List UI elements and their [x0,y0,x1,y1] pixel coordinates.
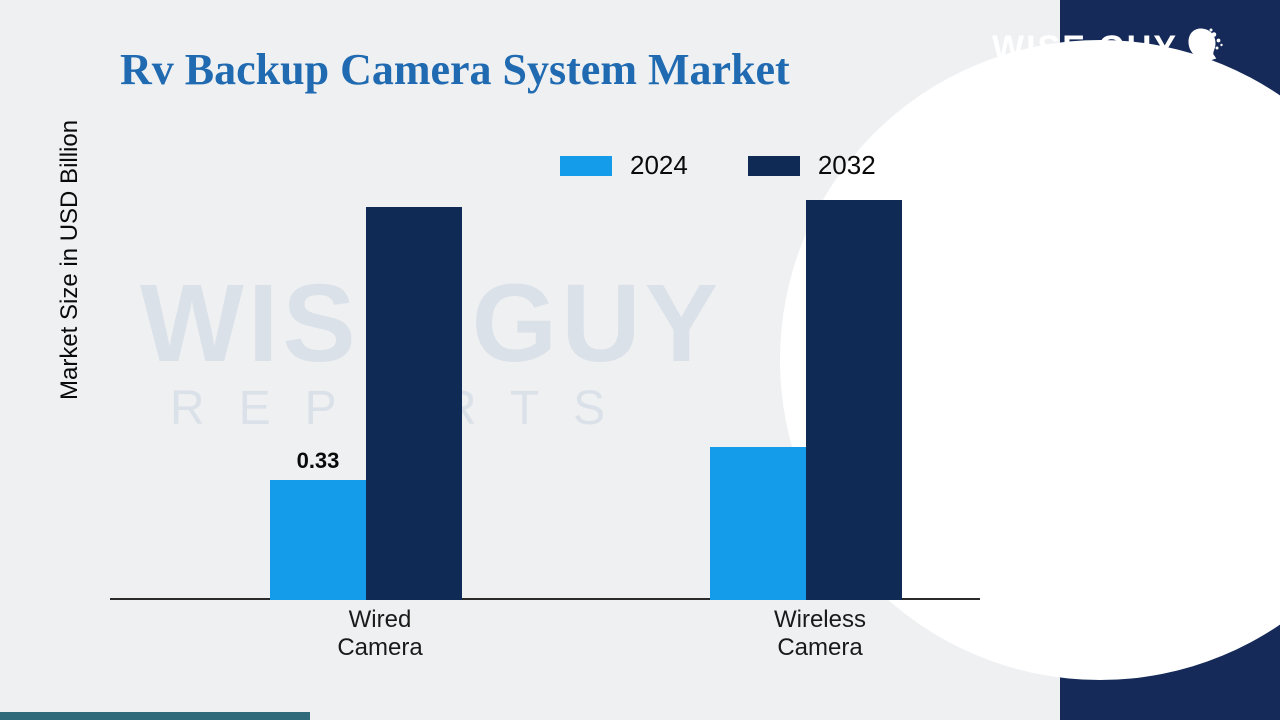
brand-logo: WISE GUY REPORTS [992,24,1252,90]
legend-swatch-2024 [560,156,612,176]
logo-line1: WISE GUY [992,24,1252,72]
bottom-accent-bar [0,712,310,720]
x-axis-label: WirelessCamera [710,606,930,661]
legend-label-2024: 2024 [630,150,688,181]
value-label: 0.33 [297,448,340,474]
head-icon [1184,24,1232,72]
bar-2032 [806,200,902,600]
legend-swatch-2032 [748,156,800,176]
chart-title: Rv Backup Camera System Market [120,44,790,95]
logo-line2: REPORTS [992,74,1252,90]
bar-2024 [270,480,366,600]
legend: 2024 2032 [560,150,876,181]
bar-group [270,207,490,600]
plot-area: WiredCamera WirelessCamera 0.33 [110,200,980,660]
canvas: WISE GUY REPORTS WISE GUY REPORTS Rv Bac… [0,0,1280,720]
y-axis-label: Market Size in USD Billion [56,120,84,400]
legend-label-2032: 2032 [818,150,876,181]
legend-item-2032: 2032 [748,150,876,181]
x-axis-label: WiredCamera [270,606,490,661]
bar-2024 [710,447,806,600]
logo-text-1: WISE GUY [992,29,1178,68]
legend-item-2024: 2024 [560,150,688,181]
bar-group [710,200,930,600]
bar-2032 [366,207,462,600]
